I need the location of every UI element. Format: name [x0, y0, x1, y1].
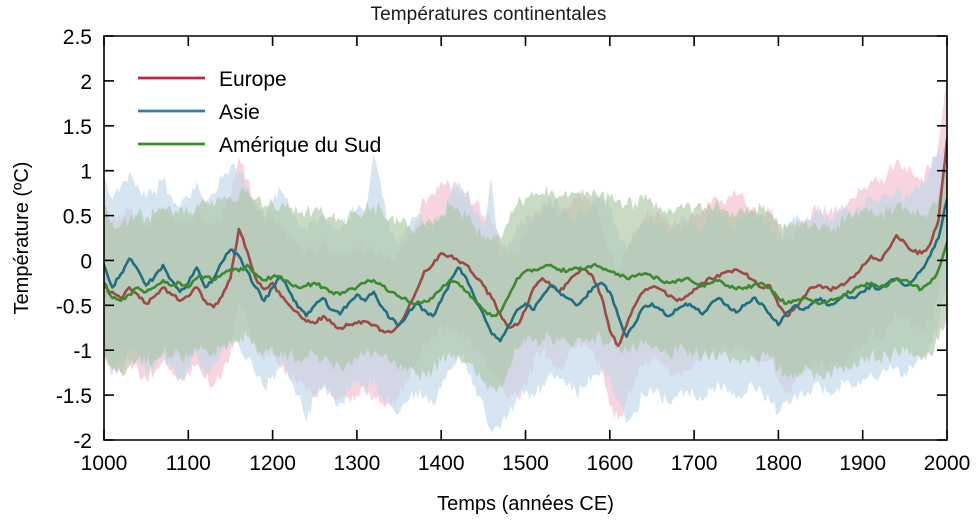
- y-tick-label: 1.5: [63, 116, 92, 139]
- x-tick-label: 1800: [755, 452, 802, 475]
- y-tick-label: -1: [73, 340, 92, 363]
- y-tick-label: 1: [80, 161, 92, 184]
- axis-titles-layer: Temps (années CE) Température (ºC): [11, 162, 614, 515]
- x-tick-label: 1100: [166, 452, 211, 475]
- series-lines-layer: [104, 137, 947, 348]
- y-tick-label: -1.5: [56, 385, 92, 408]
- axes-layer: [103, 35, 948, 441]
- chart-title: Températures continentales: [370, 4, 607, 25]
- chart-legend: Europe Asie Amérique du Sud: [138, 68, 381, 157]
- legend-label-2: Asie: [219, 101, 260, 124]
- y-tick-label: -2: [73, 430, 92, 453]
- x-tick-label: 1900: [839, 452, 886, 475]
- y-tick-label: 2: [80, 71, 92, 94]
- series-line-1: [104, 137, 947, 348]
- uncertainty-band-3: [104, 170, 947, 393]
- y-axis-title: Température (ºC): [11, 162, 33, 315]
- tick-labels-layer: -2 -1.5 -1 -0.5 0 0.5 1 1.5 2 2.5 1000 1100 1200 1300…: [56, 26, 971, 475]
- series-line-3: [104, 241, 947, 318]
- x-tick-label: 1400: [418, 452, 465, 475]
- x-tick-label: 1600: [586, 452, 633, 475]
- x-tick-label: 1000: [81, 452, 128, 475]
- y-tick-label: 2.5: [63, 26, 92, 49]
- legend-label-1: Europe: [219, 68, 287, 91]
- y-tick-label: 0.5: [63, 206, 92, 229]
- y-tick-label: 0: [80, 250, 92, 273]
- x-tick-label: 1700: [671, 452, 718, 475]
- x-tick-label: 1500: [502, 452, 549, 475]
- legend-label-3: Amérique du Sud: [219, 134, 381, 157]
- x-tick-label: 2000: [924, 452, 971, 475]
- x-tick-label: 1300: [334, 452, 381, 475]
- x-axis-title: Temps (années CE): [437, 493, 614, 515]
- x-tick-label: 1200: [249, 452, 296, 475]
- uncertainty-bands-layer: [104, 76, 947, 433]
- y-tick-label: -0.5: [56, 295, 92, 318]
